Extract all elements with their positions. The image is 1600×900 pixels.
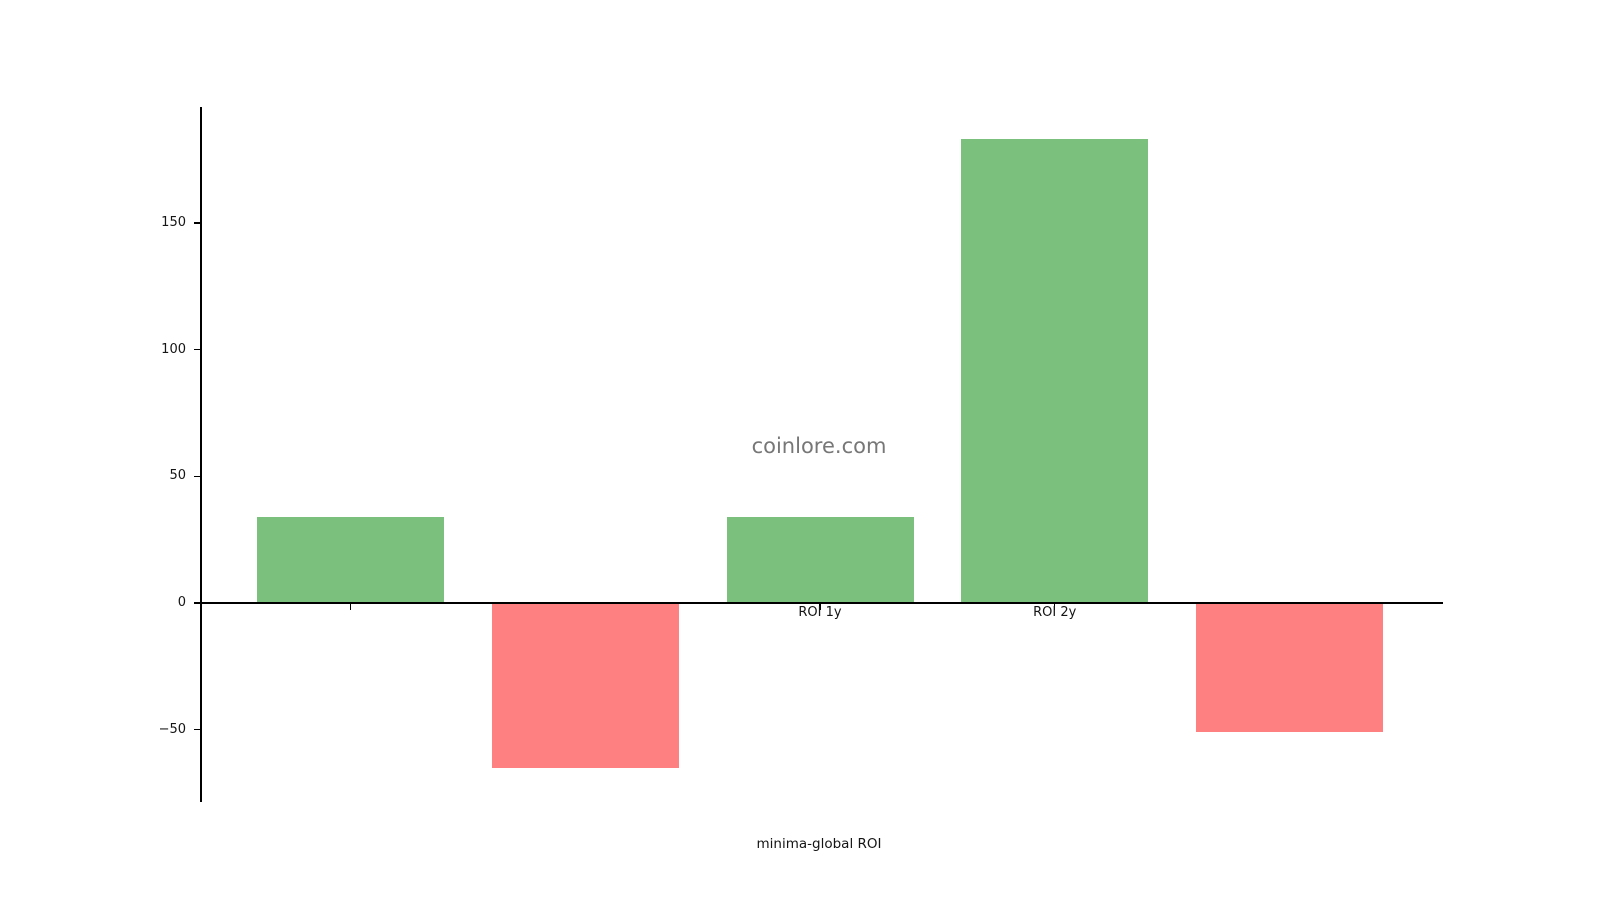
x-axis-tick (1054, 603, 1056, 610)
y-axis-tick-label: 50 (169, 468, 186, 484)
y-axis-tick (194, 348, 201, 351)
bar (1196, 603, 1383, 733)
y-axis-line (200, 107, 202, 802)
x-axis-tick-label: ROI 1y (798, 605, 842, 620)
y-axis-tick (194, 222, 201, 224)
bar (961, 139, 1149, 603)
bar (491, 603, 679, 768)
y-axis-tick (194, 728, 201, 731)
x-axis-tick-label: ROI 2y (1033, 605, 1077, 620)
x-axis-line (201, 602, 1443, 604)
bar (726, 516, 914, 603)
x-axis-title: minima-global ROI (756, 836, 882, 852)
y-axis-tick-label: 0 (177, 595, 186, 610)
x-axis-tick (349, 603, 352, 610)
watermark: coinlore.com (751, 434, 887, 458)
y-axis-tick-label: −50 (158, 721, 186, 737)
x-axis-tick (819, 603, 821, 610)
y-axis-tick (194, 475, 201, 478)
bar (257, 516, 444, 603)
y-axis-tick (194, 602, 201, 604)
y-axis-tick-label: 150 (161, 215, 186, 230)
y-axis-tick-label: 100 (161, 341, 186, 357)
